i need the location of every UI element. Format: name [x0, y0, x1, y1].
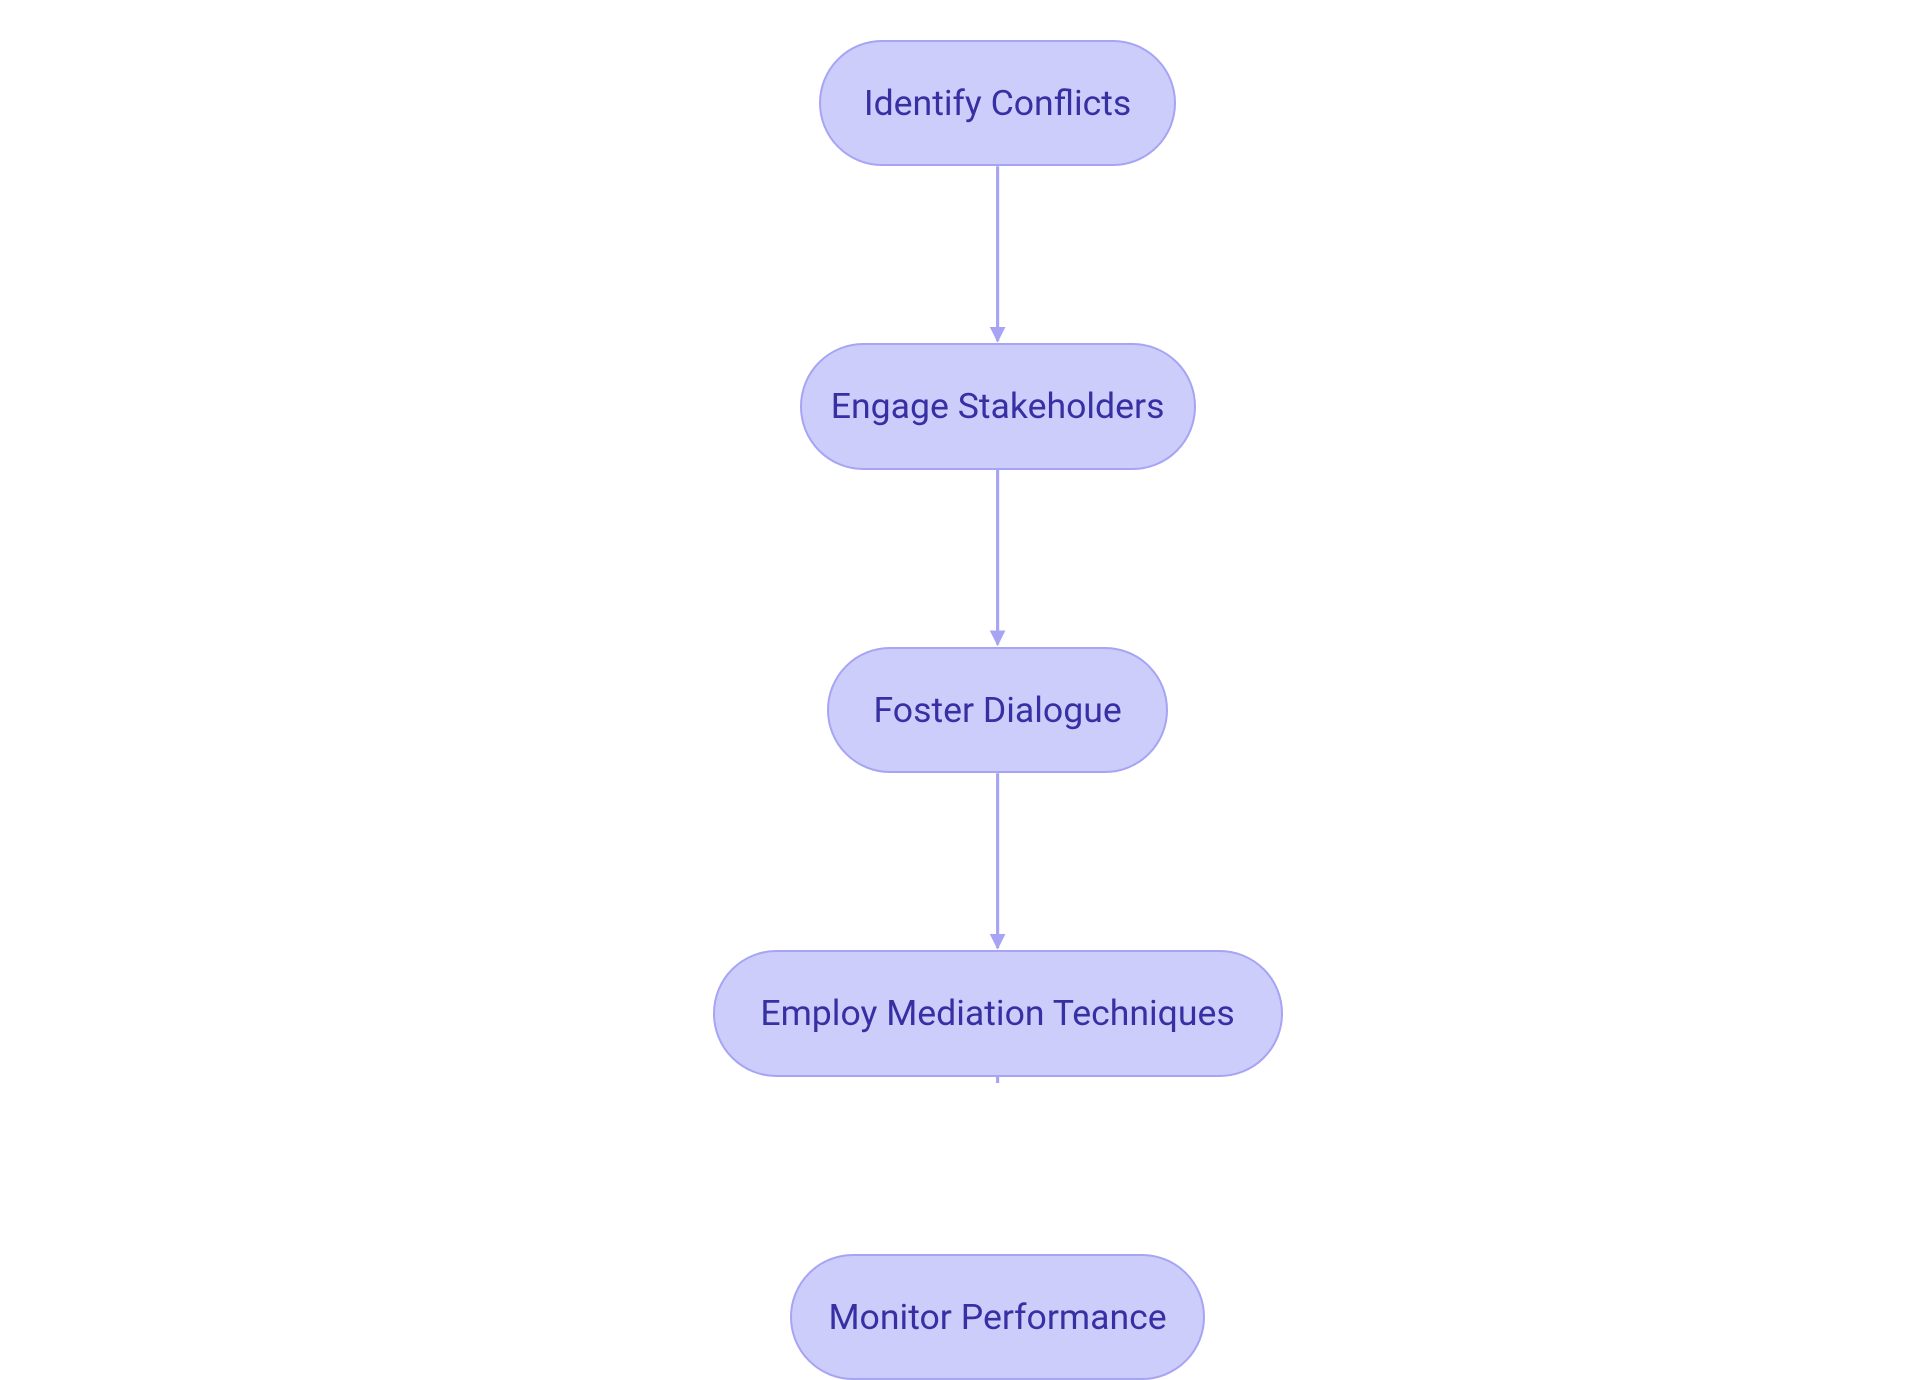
flowchart-node-label: Employ Mediation Techniques: [760, 992, 1234, 1034]
flowchart-node-label: Monitor Performance: [828, 1296, 1166, 1338]
flowchart-canvas: Identify Conflicts Engage Stakeholders Fos…: [0, 0, 1920, 1083]
flowchart-node: Engage Stakeholders: [800, 343, 1196, 470]
flowchart-node-label: Identify Conflicts: [864, 82, 1131, 124]
flowchart-node-label: Foster Dialogue: [873, 689, 1121, 731]
flowchart-node: Employ Mediation Techniques: [713, 950, 1283, 1077]
flowchart-node: Identify Conflicts: [819, 40, 1175, 167]
flowchart-node: Monitor Performance: [790, 1254, 1204, 1380]
flowchart-node: Foster Dialogue: [827, 647, 1167, 774]
flowchart-node-label: Engage Stakeholders: [831, 385, 1165, 427]
